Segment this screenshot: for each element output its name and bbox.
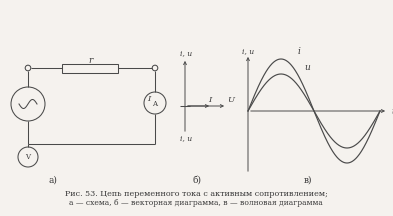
Text: i, u: i, u [242, 47, 254, 55]
Text: в): в) [304, 175, 312, 184]
Text: I: I [147, 95, 151, 103]
Text: i, u: i, u [180, 134, 192, 142]
Text: Рис. 53. Цепь переменного тока с активным сопротивлением;: Рис. 53. Цепь переменного тока с активны… [64, 190, 327, 198]
Text: i: i [298, 48, 300, 57]
Text: A: A [152, 100, 158, 108]
Text: u: u [304, 64, 310, 73]
Text: r: r [88, 56, 92, 65]
Text: а — схема, б — векторная диаграмма, в — волновая диаграмма: а — схема, б — векторная диаграмма, в — … [69, 199, 323, 207]
Text: б): б) [193, 175, 202, 184]
Text: V: V [26, 153, 31, 161]
Text: i, u: i, u [180, 49, 192, 57]
Bar [62, 64, 118, 73]
Text: U: U [228, 96, 235, 104]
Text: I: I [208, 96, 211, 104]
Text: t: t [391, 106, 393, 116]
Text: а): а) [49, 175, 57, 184]
